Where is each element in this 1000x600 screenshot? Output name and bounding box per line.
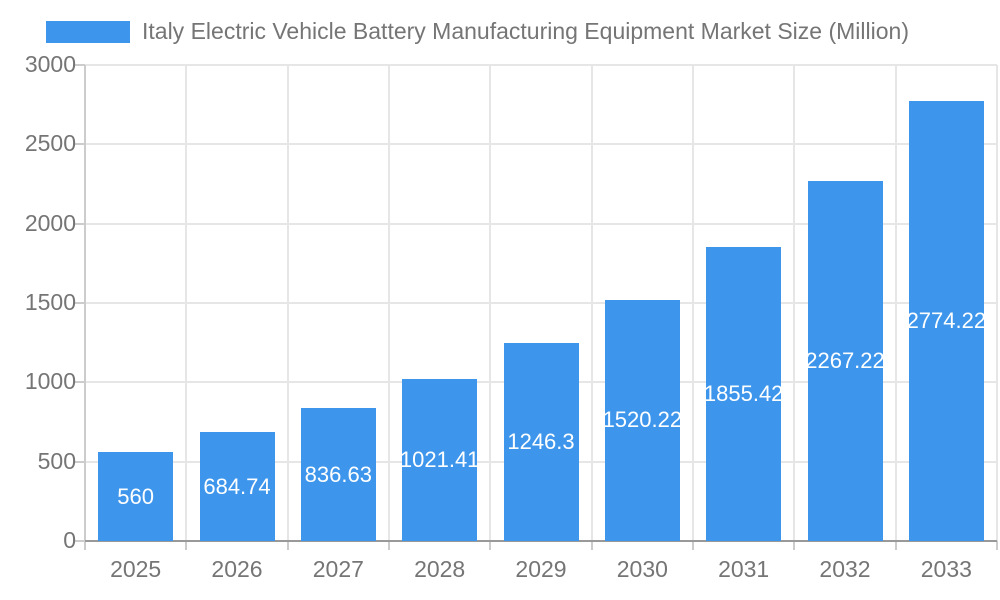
gridline-vertical <box>692 65 694 541</box>
bar-value-label: 684.74 <box>203 473 271 499</box>
x-axis-tick-label: 2030 <box>616 556 668 582</box>
x-axis-tick <box>996 541 998 550</box>
gridline-horizontal <box>85 302 997 304</box>
y-axis-line <box>84 65 86 550</box>
gridline-vertical <box>793 65 796 541</box>
x-axis-tick-label: 2031 <box>718 556 770 582</box>
gridline-vertical <box>894 65 897 541</box>
bar-value-label: 560 <box>117 483 155 509</box>
bar[interactable]: 1855.42 <box>706 246 782 541</box>
gridline-horizontal <box>85 143 997 146</box>
x-axis-tick-label: 2029 <box>515 556 567 582</box>
y-axis-tick-label: 500 <box>37 447 76 474</box>
x-axis-tick-label: 2026 <box>211 556 263 582</box>
bar[interactable]: 684.74 <box>199 432 275 541</box>
bar-value-label: 1246.3 <box>507 429 575 455</box>
gridline-vertical <box>590 65 593 541</box>
x-axis-tick-label: 2028 <box>414 556 466 582</box>
gridline-vertical <box>996 65 998 541</box>
y-axis-tick <box>75 540 85 542</box>
x-axis-tick <box>590 541 593 550</box>
y-axis-tick <box>75 143 85 146</box>
gridline-vertical <box>489 65 492 541</box>
x-axis-tick <box>388 541 390 550</box>
y-axis-tick <box>75 460 85 463</box>
bar-value-label: 2267.22 <box>807 348 883 374</box>
gridline-horizontal <box>85 64 997 66</box>
bar[interactable]: 1021.41 <box>402 378 478 541</box>
chart-title: Italy Electric Vehicle Battery Manufactu… <box>142 18 909 44</box>
bar[interactable]: 1246.3 <box>503 343 579 541</box>
gridline-vertical <box>185 65 188 541</box>
bar-value-label: 836.63 <box>304 461 372 487</box>
legend-item[interactable]: Italy Electric Vehicle Battery Manufactu… <box>46 18 909 45</box>
y-axis-tick-label: 0 <box>63 527 76 553</box>
y-axis-tick-label: 2500 <box>24 130 76 157</box>
bar-value-label: 1520.22 <box>604 407 680 433</box>
x-axis-tick-label: 2032 <box>819 556 871 582</box>
x-axis-tick <box>793 541 796 550</box>
gridline-horizontal <box>85 222 997 225</box>
bar[interactable]: 560 <box>98 452 174 541</box>
y-axis-tick-label: 1000 <box>24 368 76 395</box>
x-axis-line <box>85 540 997 542</box>
gridline-vertical <box>286 65 289 541</box>
x-axis-tick-label: 2027 <box>312 556 364 582</box>
y-axis-tick <box>75 222 85 225</box>
x-axis-tick-label: 2033 <box>920 556 972 582</box>
x-axis-tick <box>894 541 897 550</box>
x-axis-tick <box>692 541 694 550</box>
y-axis-tick-label: 1500 <box>24 289 76 315</box>
bar[interactable]: 836.63 <box>300 408 376 541</box>
bar-value-label: 1855.42 <box>706 380 782 406</box>
gridline-vertical <box>388 65 390 541</box>
legend-swatch[interactable] <box>46 20 130 43</box>
x-axis-tick <box>286 541 289 550</box>
y-axis-tick-label: 2000 <box>24 209 76 236</box>
x-axis-tick <box>185 541 188 550</box>
y-axis-tick <box>75 381 85 384</box>
y-axis-tick-label: 3000 <box>24 51 76 77</box>
bar[interactable]: 2774.22 <box>908 100 984 541</box>
bar[interactable]: 2267.22 <box>807 181 883 541</box>
bar[interactable]: 1520.22 <box>604 299 680 541</box>
y-axis-tick <box>75 302 85 304</box>
x-axis-tick <box>489 541 492 550</box>
y-axis-tick <box>75 64 85 66</box>
x-axis-tick-label: 2025 <box>110 556 162 582</box>
bar-value-label: 2774.22 <box>908 307 984 333</box>
bar-value-label: 1021.41 <box>402 446 478 472</box>
